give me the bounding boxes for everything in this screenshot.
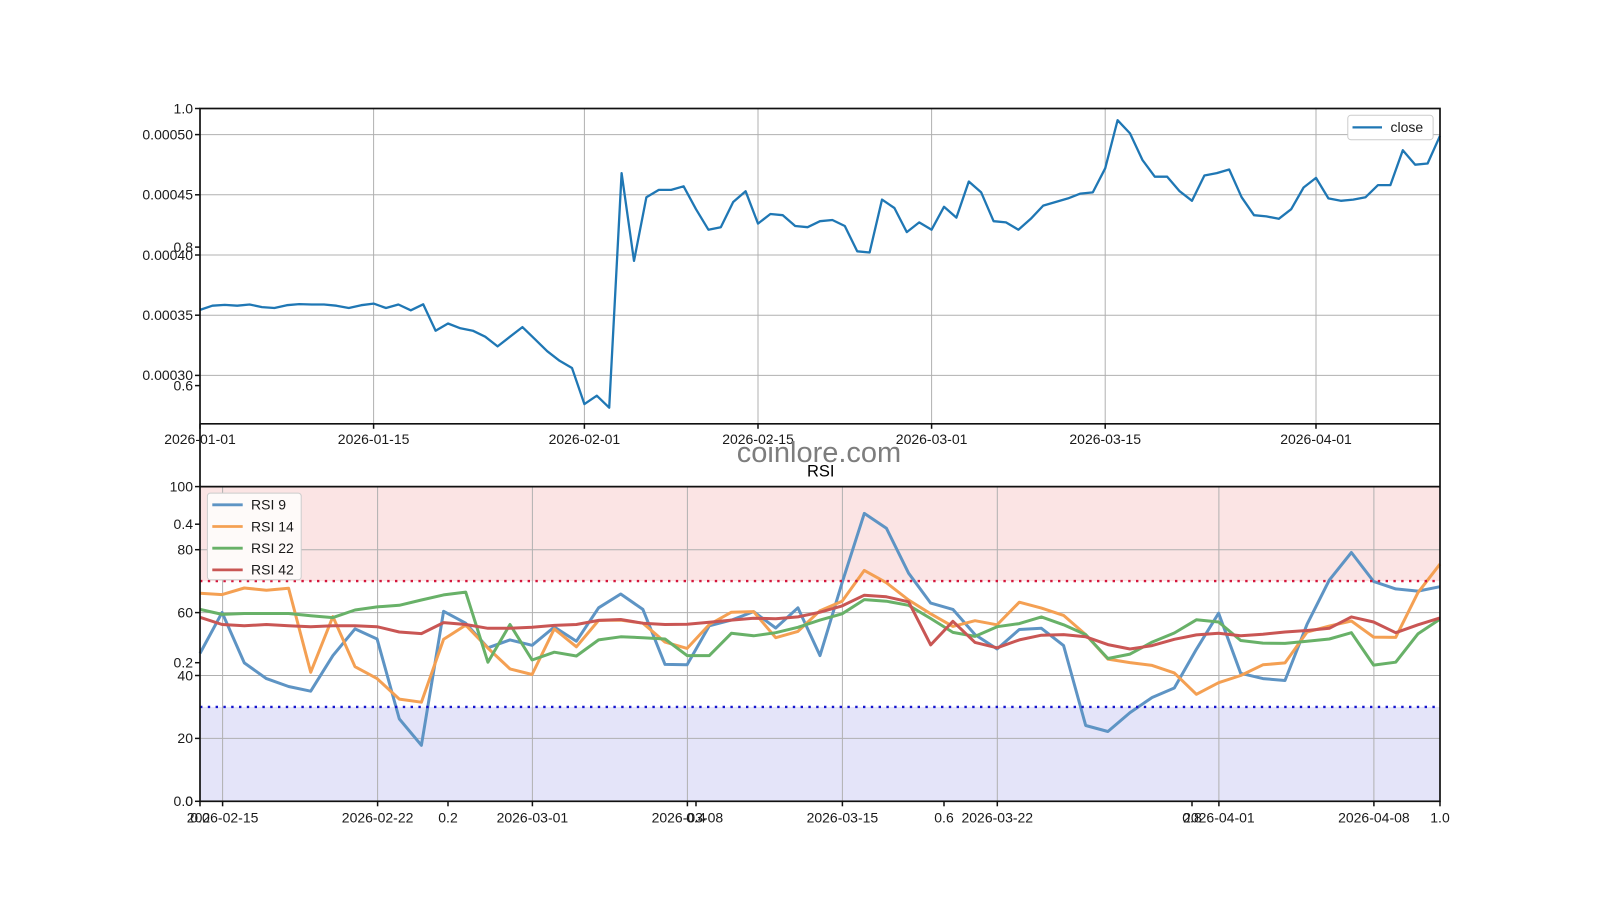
svg-text:60: 60: [177, 604, 193, 620]
svg-text:1.0: 1.0: [1430, 810, 1450, 826]
svg-text:100: 100: [170, 478, 194, 494]
svg-text:RSI: RSI: [807, 463, 835, 481]
svg-text:coinlore.com: coinlore.com: [737, 437, 901, 469]
svg-text:2026-04-01: 2026-04-01: [1183, 810, 1255, 826]
svg-text:RSI 14: RSI 14: [251, 518, 294, 534]
svg-text:0.8: 0.8: [1182, 810, 1202, 826]
svg-text:40: 40: [177, 667, 193, 683]
svg-text:0.00030: 0.00030: [142, 367, 193, 383]
svg-text:0.0: 0.0: [174, 793, 194, 809]
svg-text:0.2: 0.2: [438, 810, 458, 826]
svg-text:2026-03-08: 2026-03-08: [652, 810, 724, 826]
svg-text:2026-01-01: 2026-01-01: [164, 431, 236, 447]
svg-text:0: 0: [185, 793, 193, 809]
svg-text:0.6: 0.6: [934, 810, 954, 826]
svg-text:RSI 9: RSI 9: [251, 497, 286, 513]
svg-text:2026-03-01: 2026-03-01: [896, 431, 968, 447]
svg-text:2026-02-22: 2026-02-22: [342, 810, 414, 826]
svg-text:0.0: 0.0: [190, 810, 210, 826]
svg-text:2026-04-08: 2026-04-08: [1338, 810, 1410, 826]
svg-text:2026-03-15: 2026-03-15: [1069, 431, 1141, 447]
svg-text:0.8: 0.8: [174, 239, 194, 255]
svg-text:2026-04-01: 2026-04-01: [1280, 431, 1352, 447]
svg-text:2026-02-01: 2026-02-01: [549, 431, 621, 447]
svg-text:0.00040: 0.00040: [142, 247, 193, 263]
svg-text:RSI 22: RSI 22: [251, 540, 294, 556]
svg-text:0.00045: 0.00045: [142, 187, 193, 203]
svg-text:2026-02-15: 2026-02-15: [722, 431, 794, 447]
svg-text:2026-02-15: 2026-02-15: [187, 810, 259, 826]
svg-text:2026-03-15: 2026-03-15: [807, 810, 879, 826]
svg-text:2026-01-15: 2026-01-15: [338, 431, 410, 447]
svg-text:0.4: 0.4: [174, 516, 194, 532]
svg-text:0.2: 0.2: [174, 655, 194, 671]
svg-text:RSI 42: RSI 42: [251, 562, 294, 578]
svg-text:0.6: 0.6: [174, 377, 194, 393]
svg-text:close: close: [1391, 119, 1424, 135]
svg-text:0.4: 0.4: [686, 810, 706, 826]
svg-text:2026-03-01: 2026-03-01: [497, 810, 569, 826]
svg-text:0.00050: 0.00050: [142, 126, 193, 142]
svg-text:1.0: 1.0: [174, 100, 194, 116]
svg-text:20: 20: [177, 730, 193, 746]
svg-text:80: 80: [177, 542, 193, 558]
svg-text:2026-03-22: 2026-03-22: [961, 810, 1033, 826]
svg-text:0.00035: 0.00035: [142, 307, 193, 323]
